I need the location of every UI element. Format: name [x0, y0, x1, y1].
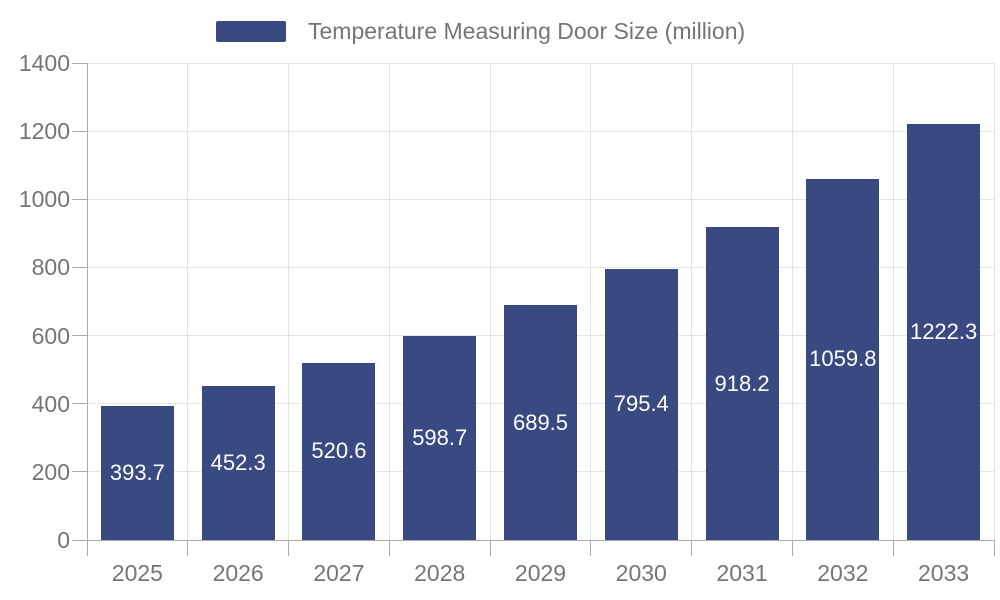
x-gridline: [187, 63, 189, 540]
x-gridline: [993, 63, 995, 540]
x-axis-tick: [86, 540, 88, 556]
y-axis-tick: [72, 335, 87, 337]
y-axis-tick: [72, 266, 87, 268]
legend-swatch: [216, 20, 286, 42]
x-gridline: [791, 63, 793, 540]
x-axis-tick: [993, 540, 995, 556]
y-tick-label: 1400: [18, 50, 70, 76]
x-tick-label: 2026: [212, 560, 264, 586]
y-gridline: [87, 198, 994, 200]
bar[interactable]: [302, 362, 376, 540]
x-axis-tick: [489, 540, 491, 556]
bar[interactable]: [705, 227, 779, 540]
x-tick-label: 2027: [313, 560, 365, 586]
bar[interactable]: [907, 123, 981, 540]
y-gridline: [87, 130, 994, 132]
y-tick-label: 600: [31, 322, 70, 349]
y-tick-label: 200: [31, 458, 70, 485]
x-tick-label: 2029: [514, 560, 567, 586]
x-tick-label: 2025: [111, 560, 163, 586]
y-axis-tick: [72, 539, 87, 541]
x-axis-tick: [791, 540, 793, 556]
y-gridline: [87, 62, 994, 64]
x-tick-label: 2033: [918, 560, 970, 586]
y-tick-label: 400: [31, 390, 70, 417]
y-axis-tick: [72, 198, 87, 200]
x-tick-label: 2031: [716, 560, 768, 586]
x-axis-tick: [691, 540, 693, 556]
x-axis-tick: [590, 540, 592, 556]
x-gridline: [691, 63, 693, 540]
y-tick-label: 0: [57, 527, 70, 553]
x-gridline: [388, 63, 390, 540]
x-gridline: [489, 63, 491, 540]
y-tick-label: 1000: [18, 186, 70, 213]
y-axis-line: [86, 63, 88, 540]
legend-label: Temperature Measuring Door Size (million…: [308, 18, 746, 44]
x-axis-tick: [388, 540, 390, 556]
y-tick-label: 1200: [18, 118, 70, 145]
x-gridline: [288, 63, 290, 540]
bar[interactable]: [100, 405, 174, 540]
bar[interactable]: [403, 336, 477, 540]
bar[interactable]: [806, 178, 880, 540]
x-gridline: [590, 63, 592, 540]
y-axis-tick: [72, 62, 87, 64]
x-axis-tick: [187, 540, 189, 556]
bar[interactable]: [201, 385, 275, 540]
y-axis-tick: [72, 130, 87, 132]
x-axis-tick: [892, 540, 894, 556]
x-gridline: [892, 63, 894, 540]
x-tick-label: 2030: [615, 560, 667, 586]
x-tick-label: 2032: [817, 560, 869, 586]
y-axis-tick: [72, 403, 87, 405]
y-tick-label: 800: [31, 254, 70, 281]
bar[interactable]: [604, 268, 678, 540]
x-axis-line: [87, 539, 994, 541]
legend-item[interactable]: Temperature Measuring Door Size (million…: [216, 17, 745, 45]
x-tick-label: 2028: [414, 560, 466, 586]
y-axis-tick: [72, 471, 87, 473]
bar[interactable]: [504, 305, 577, 540]
x-axis-tick: [288, 540, 290, 556]
y-gridline: [87, 266, 994, 268]
